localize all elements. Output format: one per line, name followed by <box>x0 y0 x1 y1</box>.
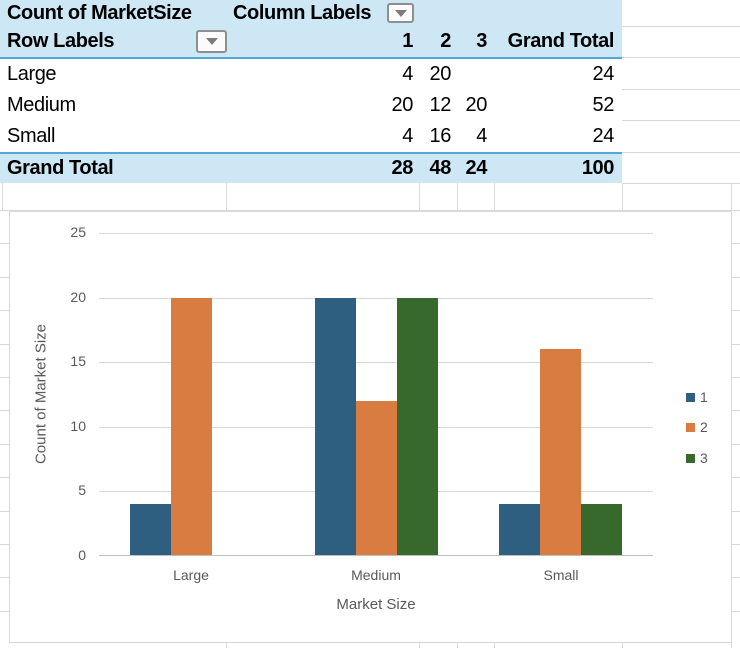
row-labels-cell[interactable]: Row Labels <box>7 30 115 52</box>
gridline <box>622 120 740 121</box>
legend-item-2[interactable]: 2 <box>686 420 708 434</box>
bar-medium-series-3[interactable] <box>397 298 438 556</box>
gridline <box>99 298 653 299</box>
legend-item-1[interactable]: 1 <box>686 390 708 404</box>
legend-label: 1 <box>700 389 708 405</box>
bar-small-series-1[interactable] <box>499 504 540 556</box>
gridline <box>0 210 740 211</box>
cell[interactable]: 48 <box>429 157 452 179</box>
table-row-small: Small 4 16 4 24 <box>0 121 622 152</box>
y-tick-label: 25 <box>70 224 86 240</box>
bar-medium-series-1[interactable] <box>315 298 356 556</box>
cell[interactable]: 20 <box>391 94 414 116</box>
legend-swatch-icon <box>686 422 695 432</box>
bar-small-series-2[interactable] <box>540 349 581 555</box>
y-tick-label: 0 <box>78 547 86 563</box>
cell[interactable]: 12 <box>429 94 452 116</box>
bar-large-series-1[interactable] <box>130 504 171 556</box>
bar-small-series-3[interactable] <box>581 504 622 556</box>
grand-total-label[interactable]: Grand Total <box>7 157 114 179</box>
x-category-label: Small <box>543 567 579 583</box>
gridline <box>622 152 740 153</box>
row-label[interactable]: Small <box>7 125 56 147</box>
x-category-label: Medium <box>351 567 401 583</box>
y-axis-title: Count of Market Size <box>32 323 50 465</box>
pivot-header-row-2: Row Labels 1 2 3 Grand Total <box>0 26 622 59</box>
pivot-chart[interactable]: 0 5 10 15 20 25 Large Medium Small Count of Mar… <box>9 211 732 643</box>
legend-swatch-icon <box>686 453 695 463</box>
legend-label: 2 <box>700 419 708 435</box>
column-header-2[interactable]: 2 <box>440 30 451 52</box>
legend-item-3[interactable]: 3 <box>686 451 708 465</box>
gridline <box>99 362 653 363</box>
gridline <box>622 183 740 184</box>
triangle-down-icon <box>394 9 407 17</box>
cell[interactable]: 52 <box>592 94 615 116</box>
gridline <box>622 26 740 27</box>
cell[interactable]: 100 <box>581 157 615 179</box>
legend-label: 3 <box>700 450 708 466</box>
x-axis-line <box>99 555 653 556</box>
column-header-grand-total[interactable]: Grand Total <box>507 30 615 52</box>
table-row-large: Large 4 20 24 <box>0 59 622 90</box>
cell[interactable] <box>457 59 494 90</box>
bar-medium-series-2[interactable] <box>356 401 397 556</box>
gridline <box>622 57 740 58</box>
cell[interactable]: 16 <box>429 125 452 147</box>
triangle-down-icon <box>205 38 218 45</box>
y-tick-label: 15 <box>70 353 86 369</box>
row-labels-filter-button[interactable] <box>196 30 227 53</box>
cell[interactable]: 24 <box>465 157 488 179</box>
cell[interactable]: 24 <box>592 125 615 147</box>
grand-total-row: Grand Total 28 48 24 100 <box>0 152 622 183</box>
column-labels-filter-button[interactable] <box>387 3 414 23</box>
y-tick-label: 5 <box>78 482 86 498</box>
pivot-table: Count of MarketSize Column Labels Row La… <box>0 0 622 183</box>
pivot-header-row-1: Count of MarketSize Column Labels <box>0 0 622 26</box>
cell[interactable]: 20 <box>465 94 488 116</box>
legend-swatch-icon <box>686 392 695 402</box>
cell[interactable]: 20 <box>429 63 452 85</box>
column-header-3[interactable]: 3 <box>476 30 487 52</box>
y-tick-label: 20 <box>70 289 86 305</box>
column-header-1[interactable]: 1 <box>402 30 413 52</box>
gridline <box>622 89 740 90</box>
y-tick-label: 10 <box>70 418 86 434</box>
gridline <box>99 233 653 234</box>
column-labels-cell[interactable]: Column Labels <box>233 2 372 24</box>
row-label[interactable]: Medium <box>7 94 76 116</box>
cell[interactable]: 24 <box>592 63 615 85</box>
cell[interactable]: 4 <box>476 125 487 147</box>
pivot-title-cell[interactable]: Count of MarketSize <box>7 2 192 24</box>
row-label[interactable]: Large <box>7 63 57 85</box>
cell[interactable]: 4 <box>402 125 413 147</box>
table-row-medium: Medium 20 12 20 52 <box>0 90 622 121</box>
cell[interactable]: 28 <box>391 157 414 179</box>
x-category-label: Large <box>173 567 209 583</box>
cell[interactable]: 4 <box>402 63 413 85</box>
bar-large-series-2[interactable] <box>171 298 212 556</box>
x-axis-title: Market Size <box>336 596 416 613</box>
